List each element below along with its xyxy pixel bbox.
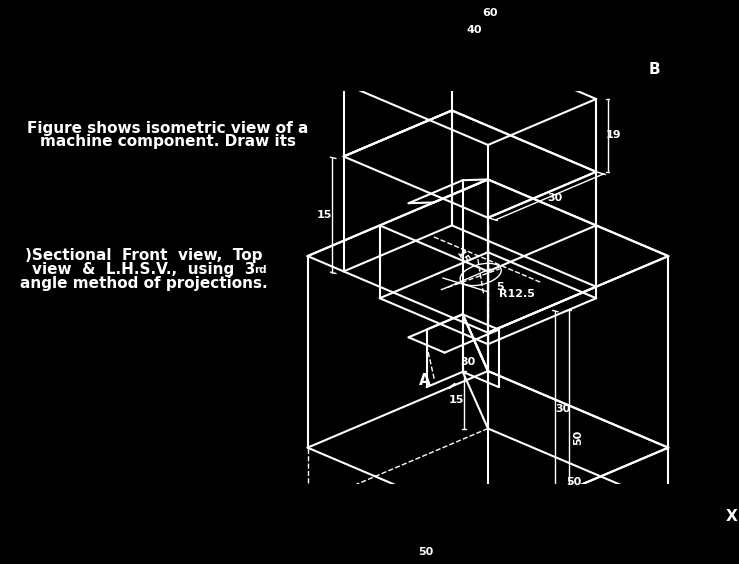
Text: 15: 15 — [454, 249, 471, 267]
Text: )Sectional  Front  view,  Top: )Sectional Front view, Top — [24, 248, 262, 263]
Text: 30: 30 — [548, 192, 563, 202]
Text: 30: 30 — [555, 404, 571, 414]
Text: R12.5: R12.5 — [499, 289, 535, 299]
Text: 50: 50 — [418, 547, 434, 557]
Text: 50: 50 — [573, 430, 583, 446]
Text: X: X — [726, 509, 738, 524]
Text: 50: 50 — [566, 477, 581, 487]
Text: 15: 15 — [449, 395, 464, 405]
Text: 30: 30 — [460, 356, 475, 367]
Text: rd: rd — [254, 266, 267, 275]
Text: 19: 19 — [605, 130, 621, 140]
Text: 40: 40 — [466, 25, 482, 35]
Text: Figure shows isometric view of a: Figure shows isometric view of a — [27, 121, 309, 136]
Text: 60: 60 — [483, 8, 498, 18]
Text: 15: 15 — [317, 210, 333, 221]
Text: machine component. Draw its: machine component. Draw its — [40, 134, 296, 149]
Text: B: B — [649, 62, 660, 77]
Text: view  &  L.H.S.V.,  using  3: view & L.H.S.V., using 3 — [32, 262, 255, 277]
Text: 5: 5 — [496, 282, 503, 292]
Text: angle method of projections.: angle method of projections. — [19, 276, 267, 291]
Text: A: A — [419, 372, 431, 387]
